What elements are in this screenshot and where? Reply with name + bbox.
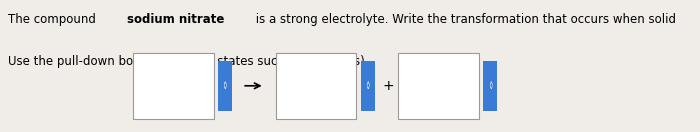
- Text: ∧
∨: ∧ ∨: [488, 81, 492, 90]
- Bar: [218, 61, 232, 111]
- Bar: [483, 61, 497, 111]
- Text: +: +: [383, 79, 395, 93]
- Text: sodium nitrate: sodium nitrate: [127, 13, 224, 26]
- Bar: [398, 53, 479, 119]
- Bar: [276, 53, 356, 119]
- Text: is a strong electrolyte. Write the transformation that occurs when solid: is a strong electrolyte. Write the trans…: [252, 13, 680, 26]
- Bar: [360, 61, 374, 111]
- Bar: [133, 53, 214, 119]
- Text: ∧
∨: ∧ ∨: [365, 81, 370, 90]
- Text: ∧
∨: ∧ ∨: [223, 81, 227, 90]
- Text: Use the pull-down boxes to specify states such as (aq) or (s).: Use the pull-down boxes to specify state…: [8, 55, 369, 68]
- Text: The compound: The compound: [8, 13, 100, 26]
